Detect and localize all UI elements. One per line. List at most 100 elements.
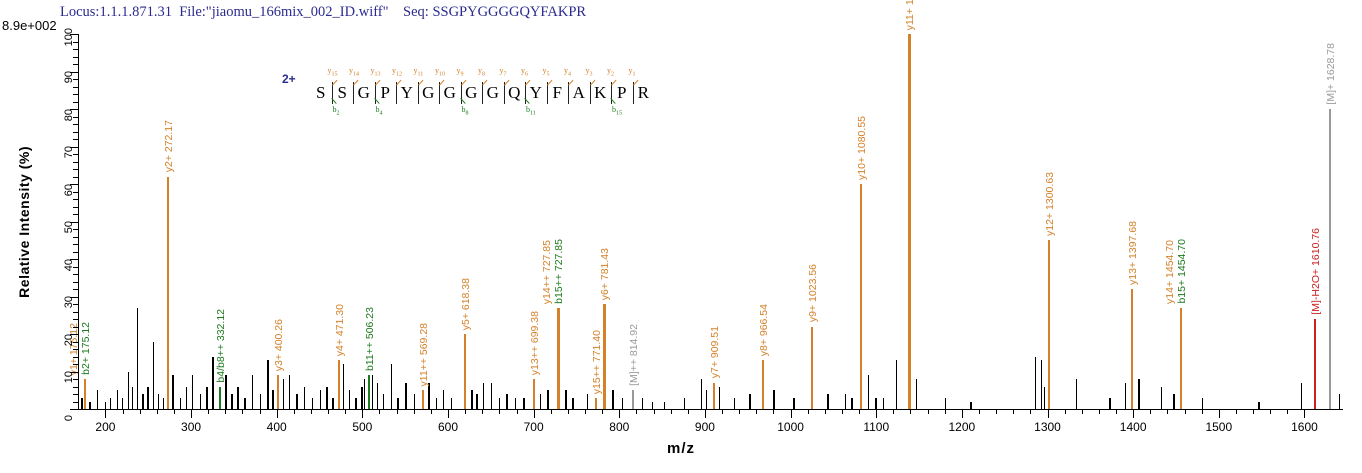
x-axis-minor-tick	[259, 409, 261, 414]
y-axis-title-text: Relative Intensity (%)	[16, 145, 32, 298]
y-ion-label: y13	[370, 66, 381, 78]
x-axis-tick	[961, 409, 963, 418]
intensity-scale-label: 8.9e+002	[2, 18, 57, 33]
y-axis-tick	[70, 184, 78, 185]
x-axis-minor-tick	[1030, 409, 1032, 414]
y-axis-title: Relative Intensity (%)	[14, 34, 34, 409]
spectrum-peak	[565, 390, 567, 409]
y-ion-tick	[611, 79, 617, 86]
y-axis-minor-tick	[73, 116, 78, 118]
y-ion-tick	[374, 79, 380, 86]
spectrum-peak	[1160, 386, 1162, 409]
x-axis-minor-tick	[687, 409, 689, 414]
y-axis-tick	[70, 409, 78, 410]
x-axis-tick-label: 200	[95, 420, 116, 434]
spectrum-peak	[523, 397, 525, 409]
fragment-divider	[439, 82, 440, 104]
y-axis-tick-label: 90	[63, 71, 75, 84]
x-axis-minor-tick	[1167, 409, 1169, 414]
x-axis-tick-label: 400	[266, 420, 287, 434]
spectrum-peak	[471, 390, 473, 409]
spectrum-peak	[109, 397, 112, 409]
spectrum-peak	[1034, 356, 1037, 409]
spectrum-peak-labeled	[594, 397, 597, 409]
y-axis-minor-tick	[73, 341, 78, 343]
spectrum-peak-labeled	[859, 184, 862, 409]
spectrum-peak	[718, 386, 721, 409]
spectrum-peak-labeled	[1313, 319, 1316, 409]
x-axis-minor-tick	[1081, 409, 1083, 414]
y-axis-tick-label: 40	[63, 258, 75, 271]
y-ion-tick	[546, 79, 552, 86]
peak-label: y11++ 569.28	[417, 322, 430, 387]
spectrum-peak	[1044, 386, 1046, 409]
spectrum-peak	[915, 379, 917, 409]
spectrum-header: Locus:1.1.1.871.31 File:"jiaomu_166mix_0…	[60, 4, 587, 20]
spectrum-peak	[162, 397, 165, 409]
x-axis-tick-label: 900	[694, 420, 715, 434]
x-axis-minor-tick	[396, 409, 398, 414]
y-axis-tick-label: 0	[63, 414, 75, 421]
spectrum-peak-labeled	[367, 375, 370, 409]
residue-letter: S	[337, 83, 347, 102]
peak-label: b15+ 1454.70	[1176, 239, 1188, 304]
y-axis-tick-label: 100	[63, 27, 75, 46]
x-axis-minor-tick	[173, 409, 175, 414]
y-ion-label: y11	[413, 66, 424, 78]
spectrum-peak	[867, 375, 870, 409]
peak-label: b11++ 506.23	[363, 307, 376, 372]
spectrum-peak	[450, 397, 452, 409]
spectrum-peak-labeled	[761, 360, 765, 409]
y-ion-label: y8	[478, 66, 485, 78]
spectrum-peak-labeled	[1048, 240, 1051, 409]
peak-label: y8+ 966.54	[757, 303, 770, 357]
x-axis-tick-label: 500	[352, 420, 373, 434]
residue-letter: G	[443, 83, 456, 102]
spectrum-peak-labeled	[603, 304, 606, 409]
spectrum-peak	[319, 390, 321, 409]
spectrum-peak	[179, 397, 182, 409]
residue-letter: G	[357, 83, 370, 102]
spectrum-peak	[272, 390, 274, 409]
x-axis-minor-tick	[345, 409, 347, 414]
spectrum-peak	[244, 397, 246, 409]
y-axis-minor-tick	[73, 56, 78, 58]
peak-label: y2+ 272.17	[163, 120, 176, 173]
x-axis-tick	[447, 409, 449, 418]
y-ion-label: y9	[456, 66, 464, 78]
x-axis-tick	[1047, 409, 1049, 418]
spectrum-peak	[371, 375, 374, 409]
y-axis-minor-tick	[73, 161, 78, 163]
spectrum-peak	[970, 401, 972, 409]
spectrum-peak	[1258, 401, 1260, 409]
y-ion-label: y15	[327, 66, 338, 78]
x-axis-minor-tick	[567, 409, 569, 414]
x-axis-minor-tick	[379, 409, 381, 414]
spectrum-peak	[700, 379, 703, 409]
peak-label: b15++ 727.85	[553, 238, 566, 304]
x-axis-tick	[276, 409, 278, 418]
b-ion-label: b11	[526, 105, 536, 117]
spectrum-peak	[397, 397, 399, 409]
spectrum-peak	[1338, 394, 1341, 409]
x-axis-minor-tick	[841, 409, 843, 414]
x-axis-minor-tick	[756, 409, 758, 414]
x-axis-minor-tick	[139, 409, 141, 414]
peak-label: y11+ 1137.59	[904, 0, 916, 30]
y-ion-label: y3	[585, 66, 593, 78]
peak-label: y14++ 727.85	[541, 239, 554, 304]
spectrum-peak	[237, 386, 239, 409]
spectrum-peak	[651, 401, 654, 409]
peak-label: [M]+ 1628.78	[1325, 43, 1338, 105]
y-axis-minor-tick	[73, 214, 78, 215]
fragment-divider	[417, 82, 419, 104]
spectrum-peak	[621, 397, 624, 409]
spectrum-peak	[304, 386, 306, 409]
fragment-divider	[482, 82, 483, 104]
x-axis-tick-label: 1300	[1034, 420, 1061, 434]
y-ion-label: y1	[628, 66, 636, 78]
y-axis-minor-tick	[73, 394, 78, 395]
